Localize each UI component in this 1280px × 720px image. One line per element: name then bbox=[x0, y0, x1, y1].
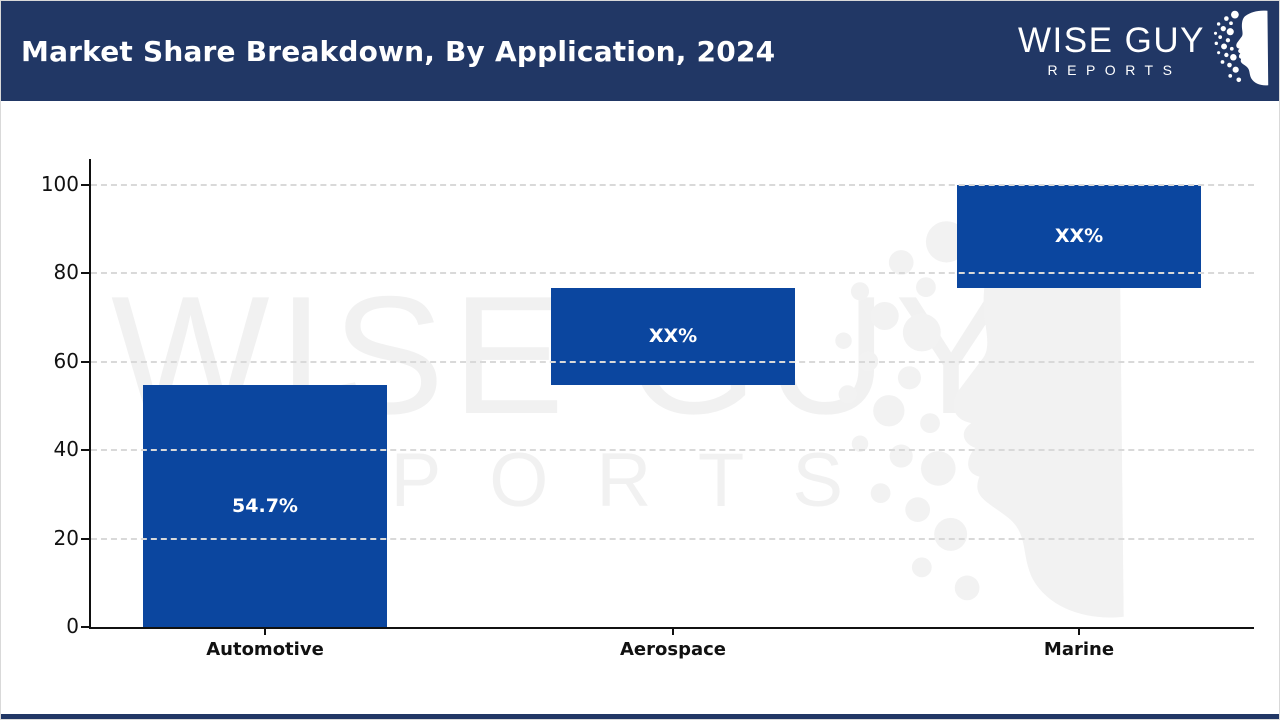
x-axis-category-label: Automotive bbox=[206, 639, 324, 660]
logo-wordmark-line2: REPORTS bbox=[1047, 61, 1182, 78]
bar-aerospace: XX% bbox=[551, 287, 795, 386]
y-axis-tick bbox=[81, 537, 89, 540]
gridline bbox=[91, 272, 1254, 275]
y-axis-tick-label: 40 bbox=[53, 437, 79, 462]
x-axis-category-label: Aerospace bbox=[619, 639, 726, 660]
y-axis-tick bbox=[81, 449, 89, 452]
gridline bbox=[91, 360, 1254, 363]
logo-wordmark: WISE GUY REPORTS bbox=[1017, 21, 1205, 78]
y-axis-tick-label: 80 bbox=[53, 260, 79, 285]
header-bar: Market Share Breakdown, By Application, … bbox=[1, 1, 1279, 101]
gridline bbox=[91, 537, 1254, 540]
y-axis-tick-label: 60 bbox=[53, 348, 79, 373]
wise-guy-reports-logo: WISE GUY REPORTS bbox=[1018, 5, 1269, 91]
y-axis-tick-label: 100 bbox=[40, 172, 79, 196]
y-axis-tick bbox=[81, 272, 89, 275]
x-axis-category-label: Marine bbox=[1043, 639, 1115, 660]
x-axis-tick bbox=[264, 629, 266, 635]
gridline bbox=[91, 449, 1254, 452]
y-axis-tick-label: 20 bbox=[53, 525, 79, 550]
page-title: Market Share Breakdown, By Application, … bbox=[21, 34, 776, 68]
bar-value-label: XX% bbox=[648, 325, 698, 348]
footer-bar bbox=[1, 714, 1279, 719]
bar-value-label: XX% bbox=[1054, 225, 1104, 248]
y-axis-tick bbox=[81, 360, 89, 363]
bar-value-label: 54.7% bbox=[232, 495, 298, 518]
x-axis-tick bbox=[672, 629, 674, 635]
y-axis-tick-label: 0 bbox=[66, 614, 79, 638]
dotted-face-profile-icon bbox=[1207, 5, 1269, 91]
y-axis-tick bbox=[81, 626, 89, 628]
y-axis-line bbox=[89, 159, 91, 629]
logo-wordmark-line1: WISE GUY bbox=[1017, 21, 1205, 60]
y-axis-tick bbox=[81, 184, 89, 186]
x-axis-tick bbox=[1078, 629, 1080, 635]
bar-marine: XX% bbox=[957, 185, 1201, 288]
bar-automotive: 54.7% bbox=[143, 385, 387, 627]
gridline bbox=[91, 184, 1254, 186]
x-axis-line bbox=[89, 627, 1254, 629]
